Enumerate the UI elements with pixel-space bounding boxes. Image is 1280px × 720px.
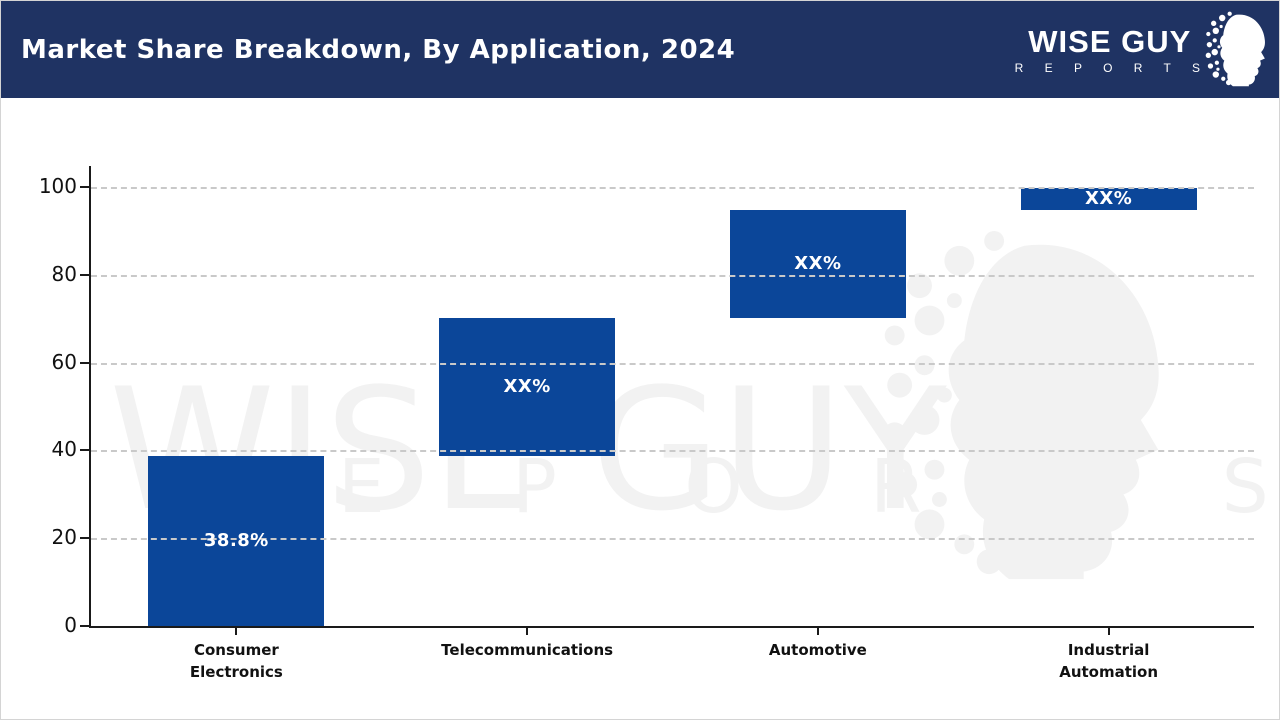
x-tick-mark — [1107, 626, 1110, 635]
y-tick-label: 80 — [51, 261, 77, 286]
bar-value-label: XX% — [794, 253, 842, 275]
y-tick-mark — [80, 186, 89, 189]
brand-head-icon — [1205, 11, 1265, 86]
header-bar: Market Share Breakdown, By Application, … — [1, 1, 1279, 98]
y-tick-label: 60 — [51, 349, 77, 374]
brand-reports-text: R E P O R T S — [1014, 60, 1209, 75]
x-axis-label-automotive: Automotive — [768, 641, 867, 659]
gridline-y20 — [91, 538, 1254, 541]
y-tick-mark — [80, 537, 89, 540]
x-tick-mark — [816, 626, 819, 635]
y-tick-mark — [80, 449, 89, 452]
bar-industrial-automation — [1020, 187, 1197, 210]
y-tick-label: 20 — [51, 525, 77, 550]
page-title: Market Share Breakdown, By Application, … — [21, 34, 736, 65]
bar-value-label: XX% — [1084, 188, 1133, 210]
y-tick-label: 40 — [51, 437, 77, 462]
bar-consumer-electronics — [148, 455, 325, 626]
bar-value-label: XX% — [503, 376, 551, 398]
x-tick-mark — [235, 626, 238, 635]
bar-automotive — [729, 209, 906, 318]
y-tick-mark — [80, 361, 89, 364]
x-axis-label-consumer-electronics: Consumer Electronics — [189, 641, 283, 681]
x-axis-label-industrial-automation: Industrial Automation — [1059, 641, 1159, 681]
brand-wordmark: WISE GUY R E P O R T S — [1011, 26, 1209, 74]
bar-value-label: 38.8% — [203, 530, 269, 552]
gridline-y40 — [91, 450, 1254, 453]
y-tick-label: 0 — [64, 613, 77, 637]
brand-logo: WISE GUY R E P O R T S — [1011, 10, 1267, 90]
y-tick-mark — [80, 273, 89, 276]
plot-area: 0 20 40 60 80 100 38.8% Consumer Electronics XX% T… — [39, 166, 1254, 681]
y-tick-label: 100 — [38, 174, 77, 199]
gridline-y80 — [91, 274, 1254, 277]
x-axis-label-telecommunications: Telecommunications — [441, 641, 614, 659]
brand-name-text: WISE GUY — [1028, 23, 1192, 59]
y-tick-mark — [80, 625, 89, 627]
gridline-y100 — [91, 187, 1254, 190]
x-tick-mark — [526, 626, 529, 635]
gridline-y60 — [91, 362, 1254, 365]
chart-region: WISE GUY R E P O R T S 0 20 40 60 80 100 38.8%… — [1, 98, 1279, 718]
bar-telecommunications — [439, 317, 616, 456]
